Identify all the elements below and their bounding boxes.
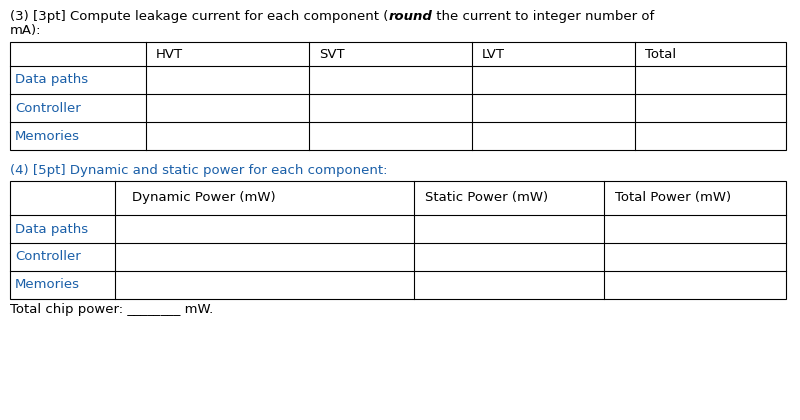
- Text: Controller: Controller: [15, 102, 81, 115]
- Text: Total: Total: [645, 47, 676, 60]
- Text: Data paths: Data paths: [15, 223, 88, 236]
- Text: Dynamic Power (mW): Dynamic Power (mW): [132, 192, 275, 205]
- Text: SVT: SVT: [319, 47, 345, 60]
- Text: Memories: Memories: [15, 278, 80, 291]
- Text: Static Power (mW): Static Power (mW): [425, 192, 548, 205]
- Text: Total chip power: ________ mW.: Total chip power: ________ mW.: [10, 303, 214, 316]
- Bar: [10, 42, 786, 150]
- Text: the current to integer number of: the current to integer number of: [432, 10, 654, 23]
- Text: (4) [5pt] Dynamic and static power for each component:: (4) [5pt] Dynamic and static power for e…: [10, 164, 387, 177]
- Text: mA):: mA):: [10, 24, 42, 37]
- Text: round: round: [388, 10, 432, 23]
- Text: Data paths: Data paths: [15, 74, 88, 87]
- Text: LVT: LVT: [482, 47, 505, 60]
- Text: (3) [3pt] Compute leakage current for each component (: (3) [3pt] Compute leakage current for ea…: [10, 10, 388, 23]
- Text: Total Power (mW): Total Power (mW): [614, 192, 731, 205]
- Text: Controller: Controller: [15, 250, 81, 263]
- Bar: [10, 181, 786, 299]
- Text: HVT: HVT: [156, 47, 183, 60]
- Text: Memories: Memories: [15, 129, 80, 142]
